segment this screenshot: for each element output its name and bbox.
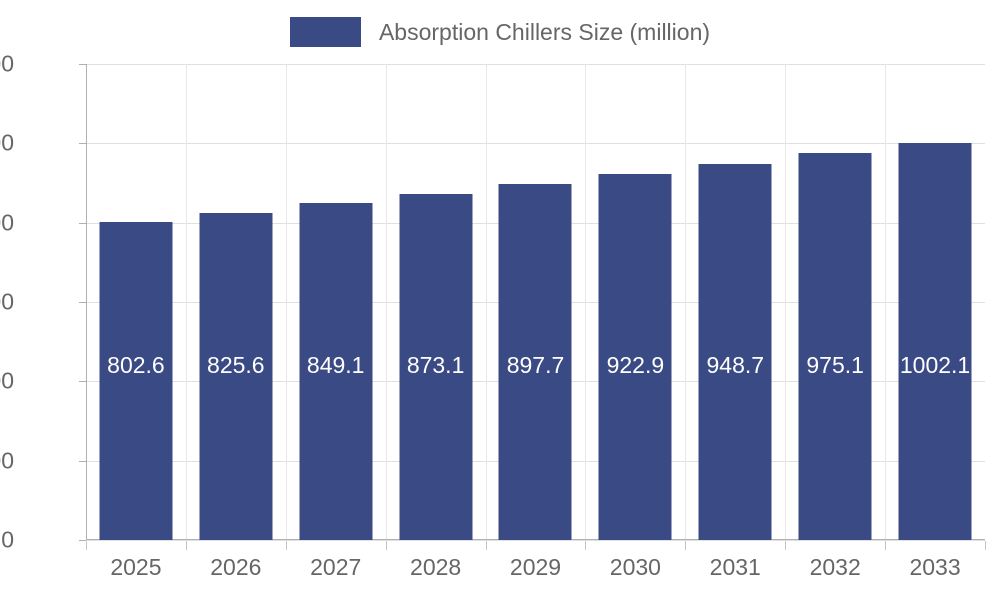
x-axis-tick-label: 2030 [609, 554, 661, 580]
bar-series-absorption-chillers-size: 802.6 825.6 849.1 873.1 897.7 922.9 948.7 975.1… [86, 64, 985, 540]
x-axis-tick-mark [486, 541, 487, 550]
x-axis-tick-label: 2032 [809, 554, 861, 580]
x-axis-tick-label: 2029 [509, 554, 562, 580]
bar[interactable] [598, 173, 672, 540]
y-axis-tick-mark [79, 143, 86, 145]
x-axis-tick-label: 2031 [709, 554, 761, 580]
bar-value-label: 948.7 [706, 352, 765, 378]
bar-value-label: 802.6 [107, 352, 165, 378]
y-axis-tick-label: 200 [0, 447, 14, 474]
bar-value-label: 849.1 [306, 352, 365, 378]
legend-label: Absorption Chillers Size (million) [378, 18, 711, 45]
x-axis-tick-mark [885, 541, 886, 550]
bar-value-label: 975.1 [806, 352, 864, 378]
y-axis-tick-mark [79, 460, 86, 462]
bar-group: 825.6 [186, 64, 286, 540]
bar-group: 873.1 [386, 64, 486, 540]
x-axis-tick-label: 2033 [909, 554, 961, 580]
y-axis-tick-label: 800 [0, 209, 14, 236]
bar[interactable] [399, 193, 473, 540]
bar-group: 975.1 [785, 64, 885, 540]
bar-value-label: 825.6 [207, 352, 265, 378]
bar[interactable] [99, 221, 173, 540]
legend-swatch-icon [289, 17, 361, 47]
y-axis-line [86, 64, 87, 540]
bar[interactable] [898, 142, 972, 540]
y-axis-tick-label: 1000 [0, 129, 14, 156]
y-axis-tick-mark [79, 302, 86, 303]
x-axis-tick-mark [585, 541, 586, 550]
x-axis-tick-label: 2027 [310, 554, 362, 580]
chart-legend: Absorption Chillers Size (million) [0, 10, 1000, 54]
x-axis-tick-mark [685, 541, 686, 550]
bar[interactable] [299, 203, 373, 540]
x-axis-tick-mark [86, 541, 87, 550]
x-axis-tick-mark [386, 541, 387, 550]
x-axis-tick-mark [785, 541, 786, 550]
y-axis-tick-label: 400 [0, 367, 14, 394]
bar-group: 922.9 [585, 64, 685, 540]
bar-group: 897.7 [486, 64, 586, 540]
bar[interactable] [798, 153, 872, 540]
bar-group: 948.7 [685, 64, 785, 540]
y-axis-tick-mark [79, 64, 86, 65]
bar-value-label: 897.7 [506, 352, 565, 378]
bar-group: 849.1 [286, 64, 386, 540]
bar-value-label: 1002.1 [899, 352, 971, 378]
legend-item-absorption-chillers-size[interactable]: Absorption Chillers Size (million) [289, 17, 711, 47]
plot-area: 802.6 825.6 849.1 873.1 897.7 922.9 948.7 975.1… [86, 64, 985, 541]
bar-value-label: 873.1 [406, 352, 465, 378]
x-axis-tick-label: 2026 [210, 554, 262, 580]
x-axis-tick-label: 2028 [410, 554, 462, 580]
x-axis-tick-mark [286, 541, 287, 550]
bar-group: 802.6 [86, 64, 186, 540]
gridline-horizontal [86, 540, 985, 541]
x-axis-tick-mark [186, 541, 187, 550]
y-axis-tick-label: 600 [0, 288, 14, 315]
y-axis-tick-mark [79, 381, 86, 383]
x-axis-tick-mark [985, 541, 986, 550]
y-axis-tick-mark [79, 540, 86, 541]
y-axis-tick-mark [79, 222, 86, 224]
y-axis-tick-label: 0 [1, 526, 14, 553]
bar-value-label: 922.9 [606, 352, 665, 378]
y-axis-tick-label: 1200 [0, 50, 14, 77]
bar-group: 1002.1 [885, 64, 985, 540]
bar[interactable] [199, 212, 273, 540]
bar[interactable] [698, 163, 772, 540]
bar[interactable] [498, 183, 572, 540]
x-axis-tick-label: 2025 [110, 554, 162, 580]
